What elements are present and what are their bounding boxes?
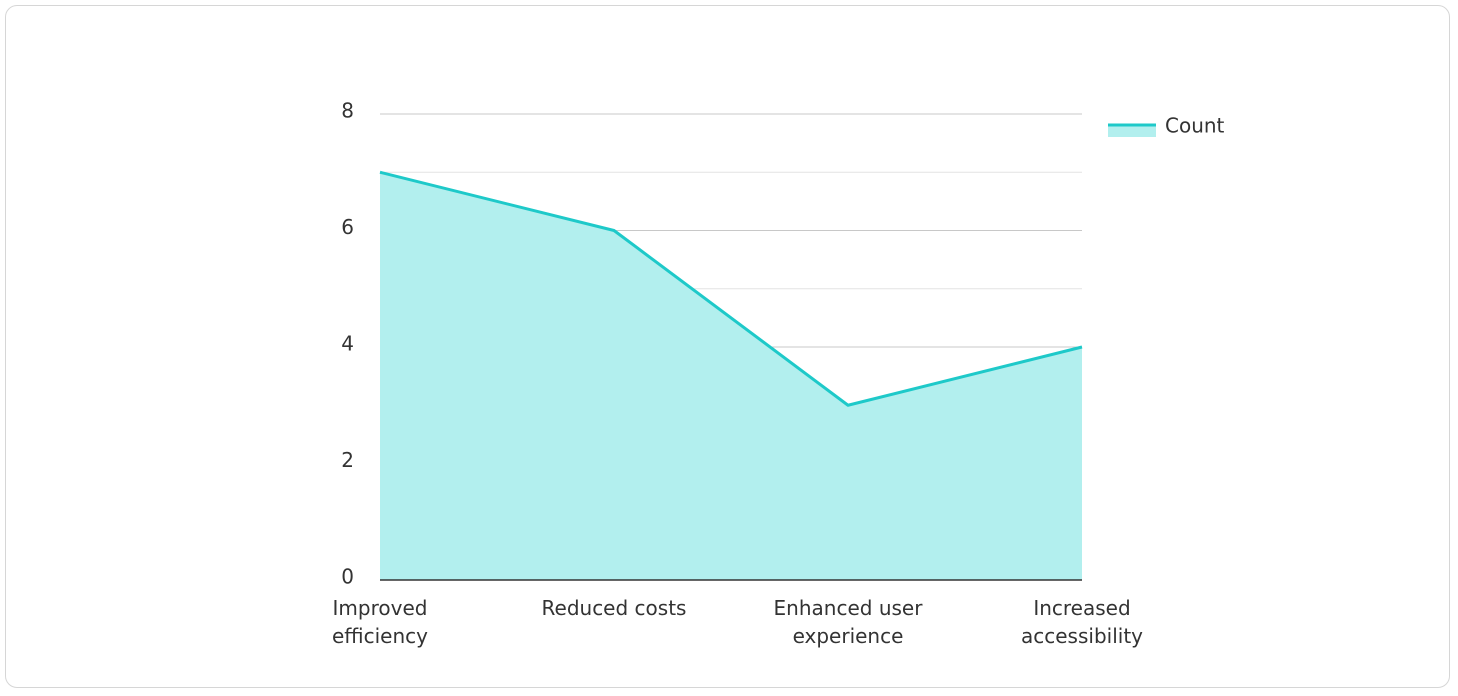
- area: [380, 172, 1082, 580]
- x-tick-label: Enhanced user experience: [773, 596, 923, 648]
- y-tick-label: 4: [341, 332, 354, 356]
- y-tick-label: 0: [341, 565, 354, 589]
- y-tick-label: 6: [341, 215, 354, 239]
- x-tick-label: Reduced costs: [541, 596, 687, 620]
- x-tick-label: Increased accessibility: [1021, 596, 1143, 648]
- card: [5, 5, 1450, 688]
- line: [379, 170, 1083, 407]
- y-tick-label: 2: [341, 448, 354, 472]
- legend-label: Count: [1165, 114, 1225, 138]
- legend-swatch: [1108, 125, 1156, 137]
- x-tick-label: Improved efficiency: [331, 596, 428, 648]
- y-tick-label: 8: [341, 99, 354, 123]
